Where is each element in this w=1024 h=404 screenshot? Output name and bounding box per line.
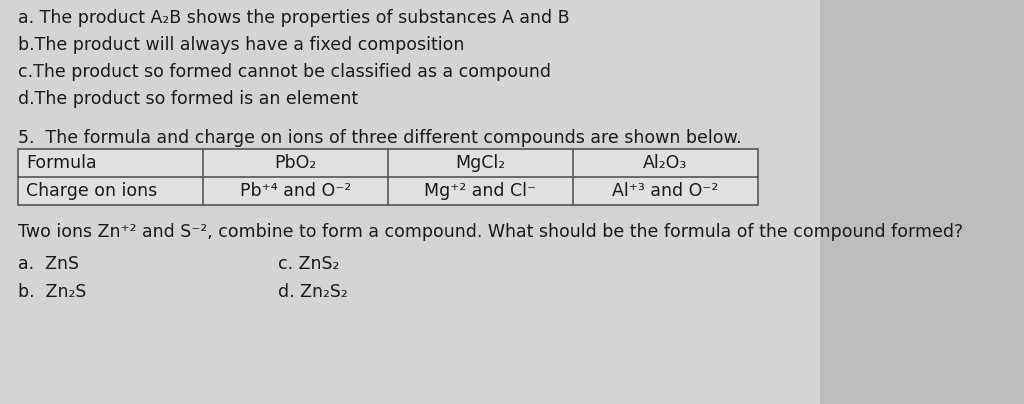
Text: c.The product so formed cannot be classified as a compound: c.The product so formed cannot be classi… — [18, 63, 551, 81]
Text: Formula: Formula — [26, 154, 96, 172]
Text: d. Zn₂S₂: d. Zn₂S₂ — [278, 283, 348, 301]
Text: 5.  The formula and charge on ions of three different compounds are shown below.: 5. The formula and charge on ions of thr… — [18, 129, 741, 147]
Text: a. The product A₂B shows the properties of substances A and B: a. The product A₂B shows the properties … — [18, 9, 569, 27]
Text: Al⁺³ and O⁻²: Al⁺³ and O⁻² — [612, 182, 719, 200]
Bar — [820, 0, 1024, 404]
Text: b.  Zn₂S: b. Zn₂S — [18, 283, 86, 301]
Text: Charge on ions: Charge on ions — [26, 182, 158, 200]
Text: Mg⁺² and Cl⁻: Mg⁺² and Cl⁻ — [424, 182, 537, 200]
Text: b.The product will always have a fixed composition: b.The product will always have a fixed c… — [18, 36, 464, 54]
Text: d.The product so formed is an element: d.The product so formed is an element — [18, 90, 358, 108]
Text: c. ZnS₂: c. ZnS₂ — [278, 255, 339, 273]
Text: Two ions Zn⁺² and S⁻², combine to form a compound. What should be the formula of: Two ions Zn⁺² and S⁻², combine to form a… — [18, 223, 964, 241]
Bar — [18, 149, 758, 205]
Text: Al₂O₃: Al₂O₃ — [643, 154, 688, 172]
Text: Pb⁺⁴ and O⁻²: Pb⁺⁴ and O⁻² — [240, 182, 351, 200]
Text: MgCl₂: MgCl₂ — [456, 154, 506, 172]
Text: PbO₂: PbO₂ — [274, 154, 316, 172]
Text: a.  ZnS: a. ZnS — [18, 255, 79, 273]
